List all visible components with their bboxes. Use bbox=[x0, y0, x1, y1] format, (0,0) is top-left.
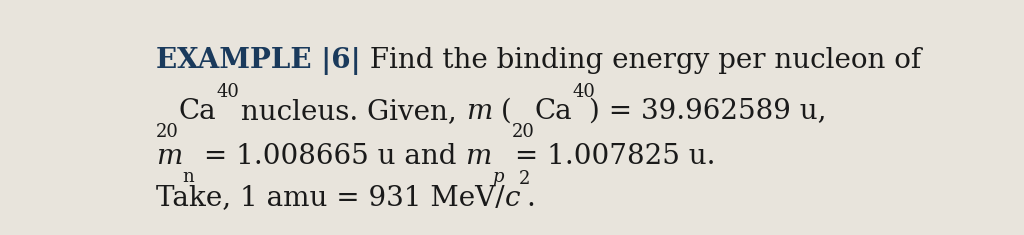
Text: Ca: Ca bbox=[535, 98, 572, 125]
Text: EXAMPLE |6|: EXAMPLE |6| bbox=[156, 47, 360, 75]
Text: m: m bbox=[466, 143, 492, 170]
Text: m: m bbox=[466, 98, 493, 125]
Text: 40: 40 bbox=[216, 83, 240, 101]
Text: c: c bbox=[505, 184, 520, 212]
Text: .: . bbox=[526, 184, 536, 212]
Text: 20: 20 bbox=[512, 123, 535, 141]
Text: (: ( bbox=[493, 98, 512, 125]
Text: = 1.008665 u and: = 1.008665 u and bbox=[196, 143, 466, 170]
Text: = 1.007825 u.: = 1.007825 u. bbox=[506, 143, 715, 170]
Text: m: m bbox=[156, 143, 182, 170]
Text: 20: 20 bbox=[156, 123, 178, 141]
Text: ) = 39.962589 u,: ) = 39.962589 u, bbox=[589, 98, 826, 125]
Text: nucleus. Given,: nucleus. Given, bbox=[232, 98, 466, 125]
Text: Find the binding energy per nucleon of: Find the binding energy per nucleon of bbox=[360, 47, 921, 74]
Text: Ca: Ca bbox=[178, 98, 216, 125]
Text: 40: 40 bbox=[572, 83, 595, 101]
Text: Take, 1 amu = 931 MeV/: Take, 1 amu = 931 MeV/ bbox=[156, 184, 505, 212]
Text: p: p bbox=[492, 168, 504, 186]
Text: 2: 2 bbox=[518, 170, 529, 188]
Text: n: n bbox=[182, 168, 194, 186]
